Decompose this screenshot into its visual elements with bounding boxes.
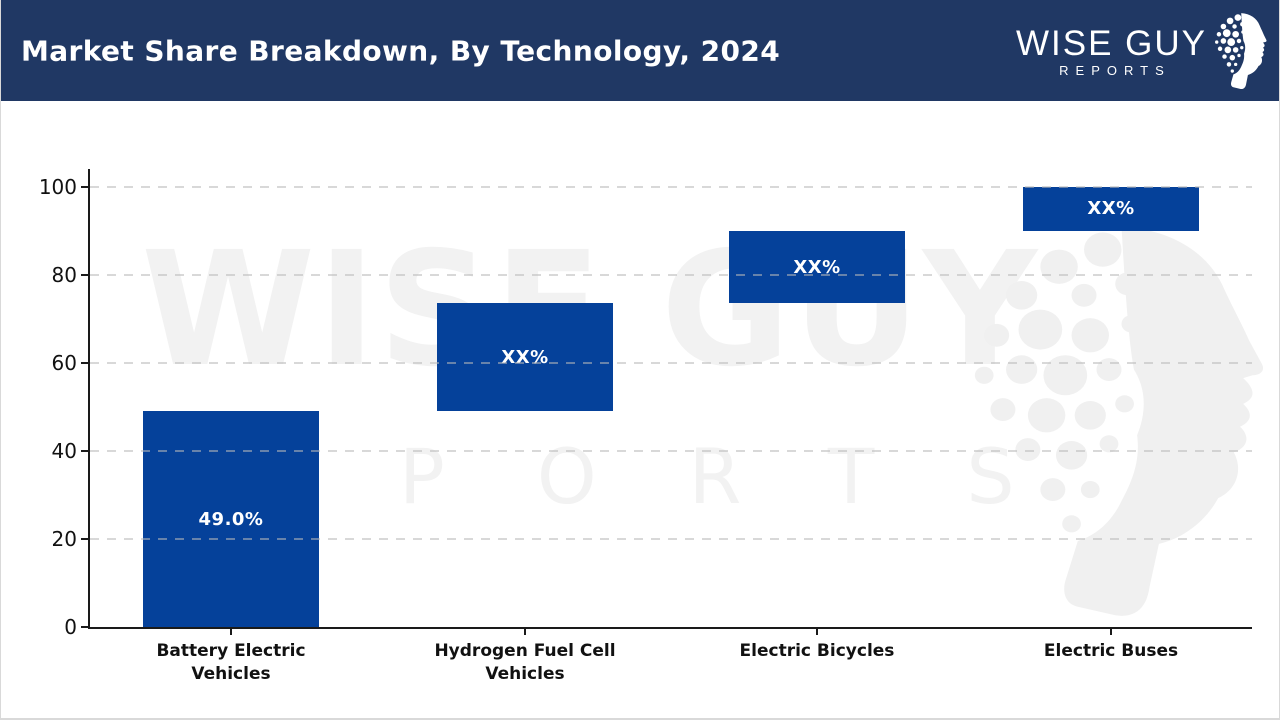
bar-value-label-0: 49.0% [198,508,264,530]
y-tick-label-80: 80 [51,262,77,287]
gridline-80 [90,273,1252,276]
y-tick-60 [81,361,88,364]
category-label-line: Battery Electric [156,641,306,661]
bar-segment-0: 49.0% [143,411,319,627]
y-tick-40 [81,449,88,452]
logo-wordmark-block: WISE GUY REPORTS [1016,26,1207,77]
gridline-60 [90,361,1252,364]
y-tick-0 [81,626,88,628]
wise-guy-logo: WISE GUY REPORTS [1016,11,1267,91]
y-axis-line [88,168,90,629]
y-tick-label-60: 60 [51,350,77,375]
header: Market Share Breakdown, By Technology, 2… [1,0,1279,101]
x-tick-3 [1110,629,1112,635]
category-label-line: Electric Buses [1043,641,1179,661]
bar-segment-2: XX% [729,231,905,304]
x-tick-0 [230,629,232,635]
bar-segment-3: XX% [1023,186,1199,232]
gridline-20 [90,537,1252,540]
y-tick-100 [81,185,88,188]
report-title: Market Share Breakdown, By Technology, 2… [21,34,781,67]
bar-value-label-2: XX% [793,256,841,278]
bar-value-label-3: XX% [1087,198,1135,220]
category-label-line: Vehicles [191,663,271,684]
category-label-line: Vehicles [485,663,565,684]
category-label-line: Electric Bicycles [739,641,895,661]
gridline-40 [90,449,1252,452]
y-tick-80 [81,273,88,276]
gridline-100 [90,185,1252,188]
x-tick-1 [524,629,526,635]
x-tick-2 [816,629,818,635]
y-tick-label-20: 20 [51,526,77,551]
y-tick-20 [81,537,88,540]
logo-subtext: REPORTS [1059,62,1171,78]
logo-wordmark: WISE GUY [1015,23,1207,63]
y-tick-label-100: 100 [38,174,77,199]
y-tick-label-0: 0 [64,615,77,639]
x-axis-line [88,627,1252,629]
logo-head-icon [1215,13,1267,89]
bar-value-label-1: XX% [501,346,549,368]
category-label-line: Hydrogen Fuel Cell [434,641,616,661]
bar-segment-1: XX% [437,303,613,412]
category-label-0: Battery Electric Vehicles [116,640,346,686]
category-label-3: Electric Buses [996,640,1226,663]
chart-area: WISE GUY PORTS 49.0% XX% XX% XX% 0 20 40 60 80 10… [1,101,1279,718]
watermark-head-icon [974,226,1264,616]
category-label-2: Electric Bicycles [702,640,932,663]
y-tick-label-40: 40 [51,438,77,463]
category-label-1: Hydrogen Fuel Cell Vehicles [410,640,640,686]
